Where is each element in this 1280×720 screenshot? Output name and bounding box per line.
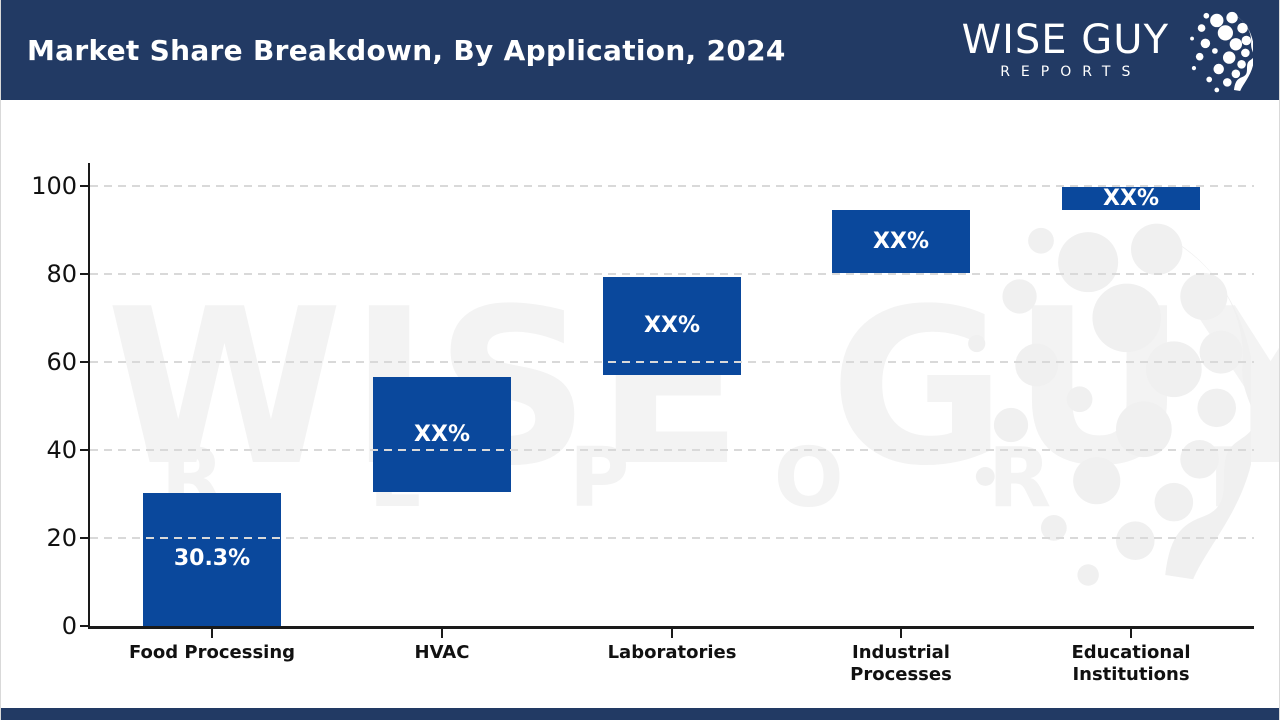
y-tick-label: 60 (46, 348, 77, 376)
y-tick (80, 537, 89, 539)
x-tick (211, 629, 213, 638)
y-tick-label: 80 (46, 260, 77, 288)
waterfall-bar: 30.3% (143, 492, 281, 626)
footer-bar (1, 708, 1279, 720)
y-tick (80, 185, 89, 187)
bar-value-label: XX% (644, 313, 700, 339)
y-tick (80, 449, 89, 451)
page-title: Market Share Breakdown, By Application, … (27, 33, 786, 67)
y-tick-label: 100 (31, 172, 77, 200)
x-tick (1130, 629, 1132, 638)
brand-logo: WISE GUY REPORTS (962, 7, 1253, 93)
bar-value-label: XX% (873, 228, 929, 254)
y-axis (88, 163, 90, 629)
waterfall-bar: XX% (832, 210, 970, 274)
dotted-head-icon (1190, 11, 1253, 93)
y-tick (80, 361, 89, 363)
waterfall-bar: XX% (373, 376, 511, 493)
y-tick-label: 40 (46, 436, 77, 464)
x-category-label: Educational Institutions (1071, 642, 1191, 685)
logo-subtitle: REPORTS (1000, 64, 1142, 80)
bar-value-label: 30.3% (173, 546, 251, 572)
x-category-label: Food Processing (128, 642, 296, 663)
bar-value-label: XX% (1103, 185, 1159, 211)
brand-logo-text: WISE GUY REPORTS (962, 20, 1169, 80)
y-tick-label: 20 (46, 524, 77, 552)
y-tick (80, 273, 89, 275)
x-tick (441, 629, 443, 638)
waterfall-bar: XX% (603, 277, 741, 376)
bar-value-label: XX% (414, 421, 470, 447)
x-tick (671, 629, 673, 638)
y-tick (80, 625, 89, 627)
chart-area: WISE GUY R E P O R T S 02040608010030.3%… (1, 100, 1279, 708)
header-bar: Market Share Breakdown, By Application, … (1, 0, 1279, 100)
x-tick (900, 629, 902, 638)
waterfall-bar: XX% (1062, 185, 1200, 211)
logo-wordmark: WISE GUY (961, 17, 1169, 63)
x-axis (88, 626, 1254, 629)
x-category-label: Industrial Processes (850, 642, 952, 685)
x-category-label: HVAC (414, 642, 470, 663)
x-category-label: Laboratories (607, 642, 737, 663)
y-tick-label: 0 (61, 612, 77, 640)
